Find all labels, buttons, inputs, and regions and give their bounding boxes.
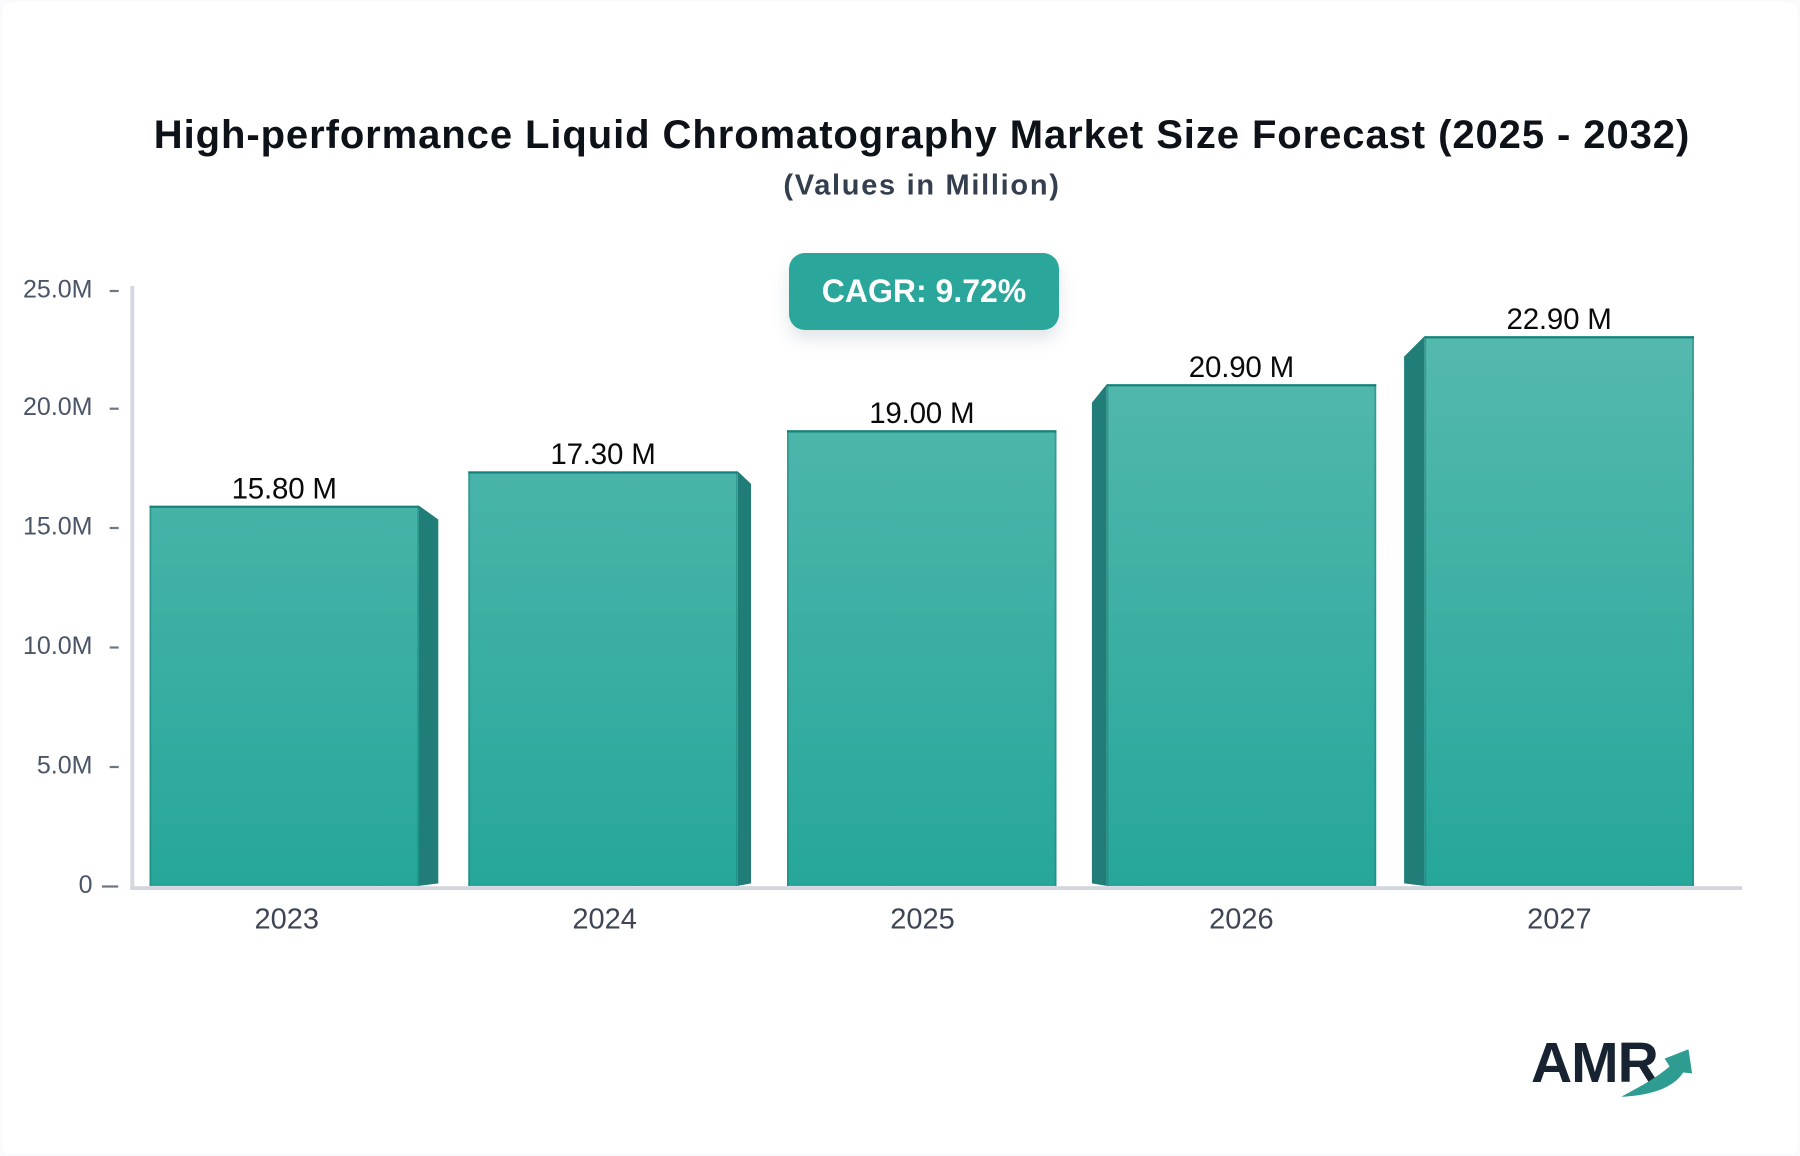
svg-text:22.90 M: 22.90 M xyxy=(1506,303,1611,336)
svg-text:5.0M: 5.0M xyxy=(37,752,93,780)
svg-text:25.0M: 25.0M xyxy=(23,276,92,304)
svg-text:2026: 2026 xyxy=(1209,904,1274,936)
svg-text:2023: 2023 xyxy=(254,904,319,936)
svg-text:19.00 M: 19.00 M xyxy=(869,397,974,430)
svg-text:20.90 M: 20.90 M xyxy=(1189,351,1294,384)
svg-text:2027: 2027 xyxy=(1527,904,1592,936)
svg-text:2025: 2025 xyxy=(890,904,955,936)
svg-text:17.30 M: 17.30 M xyxy=(550,438,655,471)
svg-text:15.0M: 15.0M xyxy=(23,513,92,541)
svg-text:15.80 M: 15.80 M xyxy=(232,473,337,506)
svg-text:2024: 2024 xyxy=(572,904,637,936)
svg-text:0: 0 xyxy=(79,871,93,899)
svg-text:20.0M: 20.0M xyxy=(23,393,92,421)
svg-text:10.0M: 10.0M xyxy=(23,632,92,660)
